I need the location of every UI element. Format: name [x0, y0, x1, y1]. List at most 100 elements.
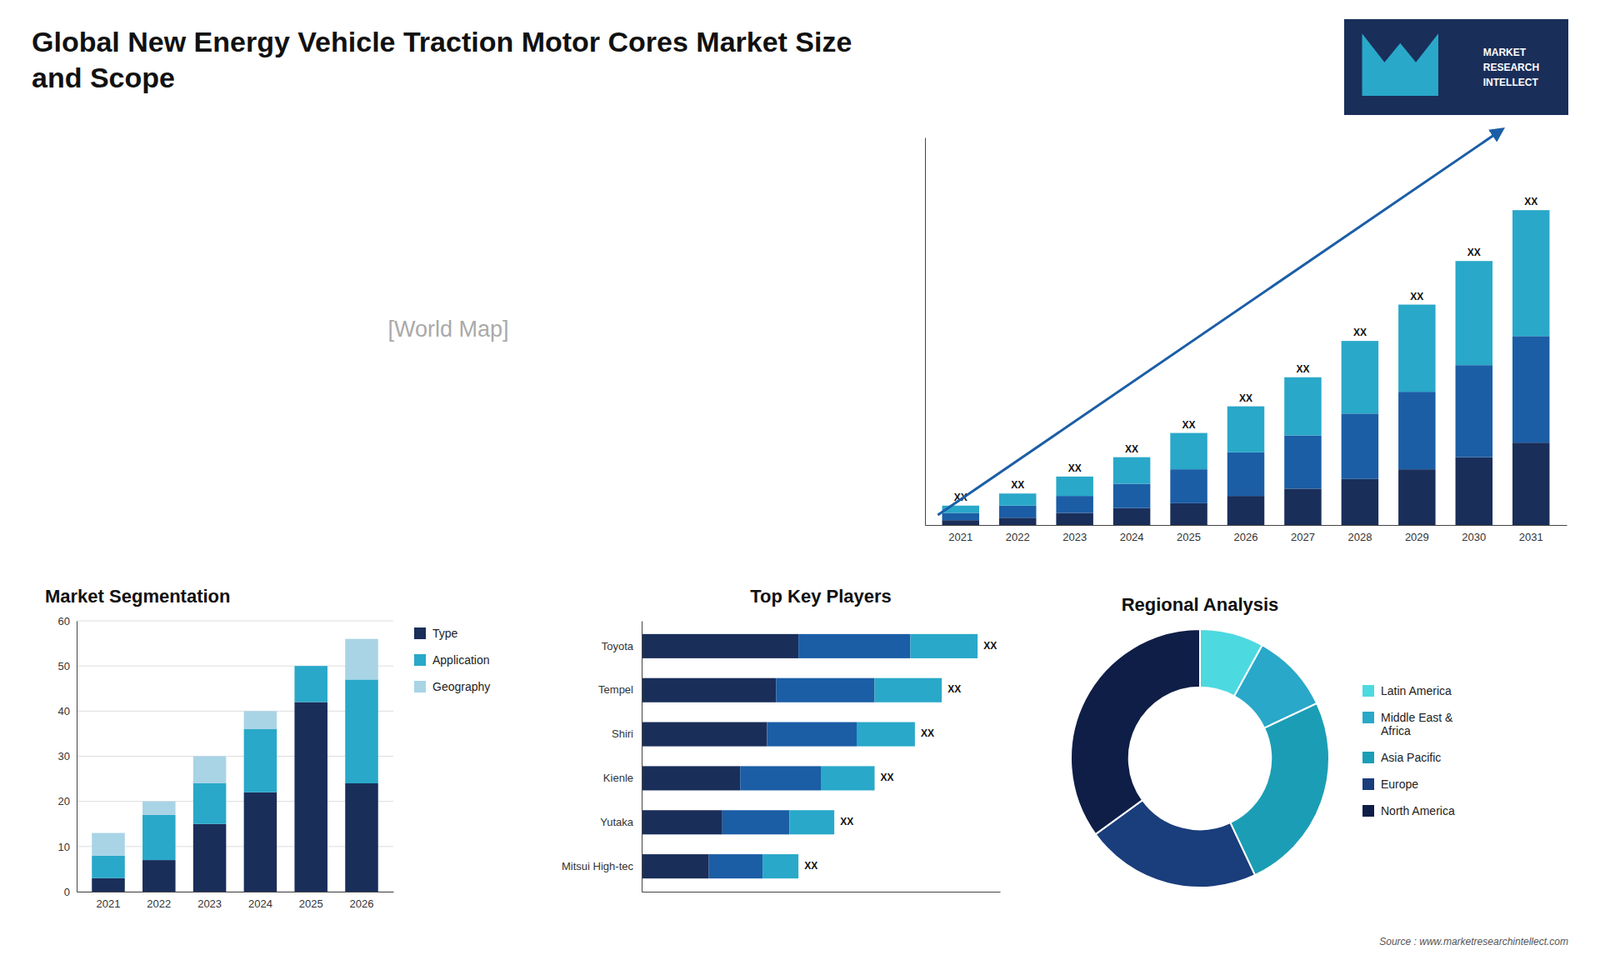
- map-placeholder: [World Map]: [387, 316, 509, 342]
- legend-label: Asia Pacific: [1380, 750, 1441, 765]
- tick: 2025: [1176, 530, 1201, 544]
- tick-label: Tempel: [598, 683, 634, 696]
- tick: 2026: [350, 897, 375, 910]
- tick-label: 60: [58, 615, 70, 628]
- legend-label: Latin America: [1380, 684, 1452, 698]
- tick-label: Yutaka: [600, 815, 635, 829]
- bar-segment: [1055, 495, 1093, 513]
- bar-segment: [798, 634, 910, 659]
- tick: 2030: [1461, 530, 1486, 544]
- text-line: XX: [1295, 363, 1310, 375]
- tick-label: Shiri: [611, 727, 634, 740]
- legend-label: Geography: [432, 680, 490, 694]
- tick: 30: [58, 750, 70, 763]
- bar-annotation: XX: [880, 771, 895, 784]
- bar-segment: [1512, 335, 1550, 443]
- tick: 2022: [1005, 530, 1030, 544]
- bar-segment: [999, 493, 1036, 506]
- chart: 2021202220232024202520262027202820292030…: [925, 138, 1568, 545]
- tick-label: 2024: [248, 897, 273, 910]
- bar-segment: [641, 810, 723, 835]
- text-line: Africa: [1380, 724, 1411, 738]
- logo-box: [1344, 19, 1569, 115]
- legend: Latin America Middle East &Africa Asia Pac…: [1362, 684, 1455, 818]
- legend-label: Type: [432, 626, 459, 640]
- text-line: Middle East &: [1380, 710, 1454, 725]
- legend-label: Middle East &Africa: [1380, 710, 1454, 738]
- legend-item: Geography: [414, 680, 490, 694]
- text-line: Geography: [432, 680, 490, 694]
- tick: Kienle: [603, 771, 634, 785]
- bar-annotation: XX: [1125, 443, 1139, 455]
- tick: 2026: [1234, 530, 1259, 544]
- text-line: XX: [1524, 195, 1538, 208]
- bar-segment: [942, 520, 980, 525]
- trend-arrow: [937, 129, 1503, 515]
- legend-swatch: [1362, 751, 1375, 764]
- bar-segment: [641, 678, 776, 703]
- bar-segment: [1284, 435, 1321, 489]
- tick-label: 2031: [1519, 530, 1544, 544]
- legend-item: Asia Pacific: [1362, 750, 1441, 765]
- tick-label: 40: [58, 705, 70, 718]
- tick-label: 20: [58, 795, 70, 808]
- chart-title: Market Segmentation: [45, 585, 231, 607]
- tick-label: 2026: [350, 897, 375, 910]
- bar-segment: [1341, 340, 1379, 414]
- tick-label: 2028: [1347, 530, 1372, 544]
- tick-label: 2021: [948, 530, 973, 544]
- legend-swatch: [1362, 778, 1375, 790]
- tick: 2024: [248, 897, 273, 910]
- bar-segment: [999, 505, 1036, 519]
- bar-segment: [91, 855, 125, 879]
- bar-segment: [1455, 260, 1493, 365]
- text-line: Global New Energy Vehicle Traction Motor…: [31, 25, 852, 58]
- tick-label: 0: [64, 885, 70, 899]
- bar-segment: [142, 815, 176, 860]
- chart: 2021202220232024202520260102030405060Mar…: [45, 585, 490, 910]
- bar-segment: [641, 765, 740, 790]
- legend-item: Application: [414, 653, 490, 667]
- bar-segment: [709, 854, 764, 879]
- legend-swatch: [414, 654, 426, 666]
- legend-swatch: [414, 627, 426, 640]
- bar-segment: [641, 854, 710, 879]
- tick-label: Toyota: [601, 640, 635, 653]
- legend-item: Middle East &Africa: [1362, 710, 1454, 738]
- bar-segment: [789, 810, 835, 835]
- bar-segment: [1227, 406, 1265, 453]
- text-line: Source : www.marketresearchintellect.com: [1379, 935, 1569, 948]
- axis-line: [77, 891, 395, 893]
- bar-segment: [244, 729, 278, 793]
- bar-segment: [1284, 377, 1321, 436]
- tick: Yutaka: [600, 815, 635, 829]
- bar-segment: [875, 678, 943, 703]
- tick: 2028: [1347, 530, 1372, 544]
- tick-label: Mitsui High-tec: [561, 860, 634, 873]
- text-line: and Scope: [31, 61, 175, 94]
- tick: 2025: [299, 897, 324, 910]
- legend-item: Latin America: [1362, 684, 1452, 698]
- text-line: XX: [1125, 443, 1139, 455]
- bar-segment: [1398, 391, 1435, 470]
- tick-label: 50: [58, 660, 70, 673]
- bar-segment: [1227, 452, 1265, 496]
- bar-annotation: XX: [1182, 419, 1196, 431]
- source-text: Source : www.marketresearchintellect.com: [1379, 935, 1569, 948]
- axis-line: [76, 621, 78, 893]
- bar-segment: [1113, 508, 1150, 525]
- bar-segment: [294, 665, 328, 702]
- tick: Tempel: [598, 683, 634, 696]
- bar-segment: [294, 702, 328, 893]
- tick: Toyota: [601, 640, 635, 653]
- bars: [641, 634, 978, 879]
- bar-annotation: XX: [1010, 479, 1025, 491]
- bar-segment: [1170, 503, 1207, 525]
- axis-line: [925, 138, 926, 526]
- text-line: INTELLECT: [1483, 76, 1540, 89]
- text-line: Type: [432, 626, 459, 640]
- bar-segment: [91, 878, 125, 892]
- bars: [91, 639, 379, 892]
- tick: 2023: [197, 897, 222, 910]
- tick: Shiri: [611, 727, 634, 740]
